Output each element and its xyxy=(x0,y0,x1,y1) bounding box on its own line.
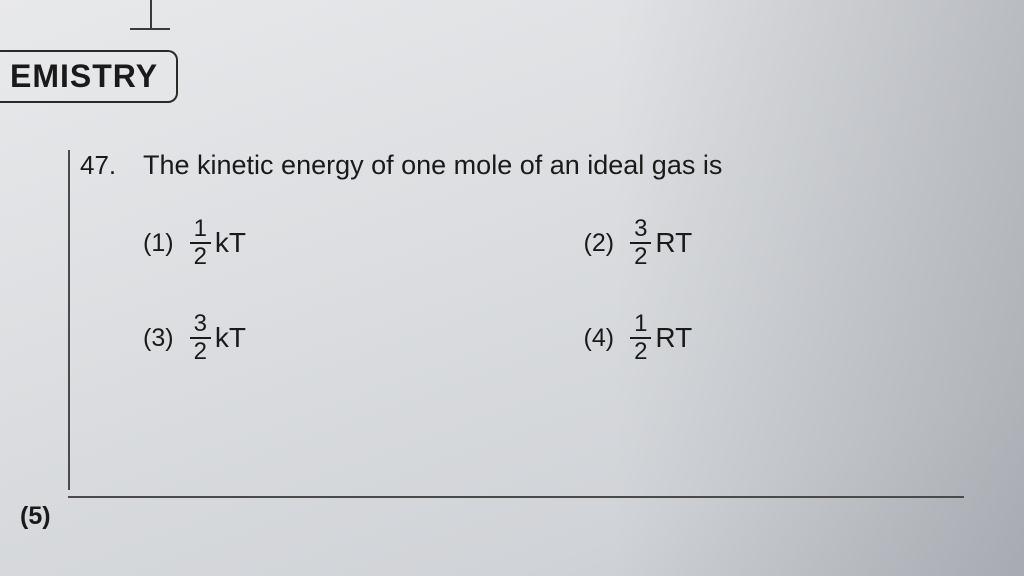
option-number: (1) xyxy=(143,229,174,258)
fraction-denominator: 2 xyxy=(190,339,211,365)
fraction-denominator: 2 xyxy=(630,339,651,365)
option-term: RT xyxy=(655,322,692,354)
option-term: kT xyxy=(215,227,246,259)
option-3: (3) 3 2 kT xyxy=(143,311,524,366)
fraction: 3 2 xyxy=(630,216,651,271)
bottom-horizontal-rule xyxy=(68,496,964,498)
option-4: (4) 1 2 RT xyxy=(584,311,965,366)
question-number: 47. xyxy=(80,150,125,181)
section-header-text: EMISTRY xyxy=(10,58,158,95)
fraction-numerator: 3 xyxy=(190,311,211,339)
question-row: 47. The kinetic energy of one mole of an… xyxy=(80,150,964,181)
fraction-numerator: 1 xyxy=(190,216,211,244)
options-grid: (1) 1 2 kT (2) 3 2 RT (3) 3 2 xyxy=(143,216,964,366)
question-text: The kinetic energy of one mole of an ide… xyxy=(143,150,722,181)
footer-label: (5) xyxy=(20,502,51,531)
question-block: 47. The kinetic energy of one mole of an… xyxy=(80,150,964,366)
top-tick-base xyxy=(130,28,170,30)
left-vertical-rule xyxy=(68,150,70,490)
section-header-box: EMISTRY xyxy=(0,50,178,103)
option-term: kT xyxy=(215,322,246,354)
fraction-denominator: 2 xyxy=(630,244,651,270)
fraction-denominator: 2 xyxy=(190,244,211,270)
fraction-numerator: 1 xyxy=(630,311,651,339)
fraction-numerator: 3 xyxy=(630,216,651,244)
fraction: 3 2 xyxy=(190,311,211,366)
option-1: (1) 1 2 kT xyxy=(143,216,524,271)
option-number: (4) xyxy=(584,324,615,353)
option-number: (2) xyxy=(584,229,615,258)
option-2: (2) 3 2 RT xyxy=(584,216,965,271)
page-background: EMISTRY 47. The kinetic energy of one mo… xyxy=(0,0,1024,576)
fraction: 1 2 xyxy=(190,216,211,271)
top-tick-vertical xyxy=(150,0,152,30)
fraction: 1 2 xyxy=(630,311,651,366)
option-number: (3) xyxy=(143,324,174,353)
option-term: RT xyxy=(655,227,692,259)
